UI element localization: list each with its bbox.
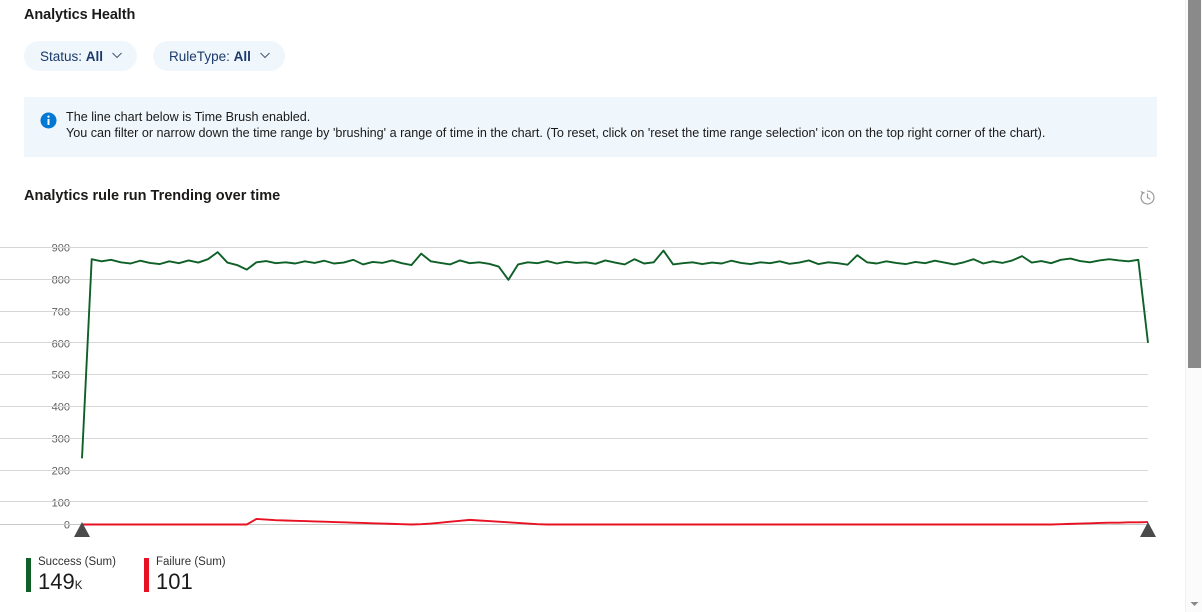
svg-text:600: 600 — [52, 339, 70, 351]
filter-status-label: Status: All — [40, 48, 104, 64]
svg-text:800: 800 — [52, 275, 70, 287]
series-line-success — [81, 249, 1149, 459]
filter-status[interactable]: Status: All — [24, 41, 138, 71]
filter-ruletype-label: RuleType: All — [169, 48, 251, 64]
page-title: Analytics Health — [24, 7, 136, 23]
brush-handle-left[interactable] — [74, 522, 90, 537]
svg-text:500: 500 — [52, 370, 70, 382]
legend-value-success: 149K — [38, 569, 83, 594]
info-banner-text: The line chart below is Time Brush enabl… — [66, 110, 1045, 141]
filter-ruletype[interactable]: RuleType: All — [153, 41, 285, 71]
svg-text:0: 0 — [64, 520, 70, 532]
series-line-failure — [82, 518, 1149, 526]
legend-label-success: Success (Sum) — [38, 556, 116, 568]
chevron-down-icon — [111, 49, 123, 61]
legend-item-failure[interactable]: Failure (Sum) 101 — [143, 556, 226, 598]
filter-bar: Status: All RuleType: All — [24, 41, 285, 71]
svg-text:900: 900 — [52, 243, 70, 255]
y-axis: 900 800 700 600 500 400 300 200 100 0 — [0, 243, 1148, 532]
brush-handle-right[interactable] — [1140, 522, 1156, 537]
reset-time-range-icon[interactable] — [1133, 183, 1161, 211]
legend-swatch-success — [26, 558, 31, 592]
info-banner-line2: You can filter or narrow down the time r… — [66, 125, 1046, 140]
legend-value-failure: 101 — [155, 569, 193, 594]
vertical-scrollbar[interactable] — [1185, 0, 1202, 612]
legend-swatch-failure — [143, 558, 149, 592]
svg-text:100: 100 — [52, 498, 70, 510]
svg-text:400: 400 — [52, 402, 70, 414]
svg-text:200: 200 — [52, 466, 70, 478]
chart-title: Analytics rule run Trending over time — [24, 188, 281, 204]
info-banner: The line chart below is Time Brush enabl… — [24, 97, 1157, 157]
legend-item-success[interactable]: Success (Sum) 149K — [26, 556, 116, 598]
info-banner-line1: The line chart below is Time Brush enabl… — [66, 110, 311, 124]
chart-plot-area[interactable]: 900 800 700 600 500 400 300 200 100 0 — [0, 230, 1180, 540]
svg-text:300: 300 — [52, 434, 70, 446]
scrollbar-thumb[interactable] — [1188, 0, 1201, 368]
chevron-down-icon — [259, 49, 271, 61]
chart-legend: Success (Sum) 149K Failure (Sum) 101 — [26, 556, 226, 598]
trend-line-chart[interactable]: 900 800 700 600 500 400 300 200 100 0 — [0, 230, 1180, 540]
scrollbar-down-arrow[interactable] — [1186, 595, 1202, 612]
svg-text:700: 700 — [52, 307, 70, 319]
info-icon — [40, 112, 57, 129]
legend-label-failure: Failure (Sum) — [155, 556, 226, 568]
